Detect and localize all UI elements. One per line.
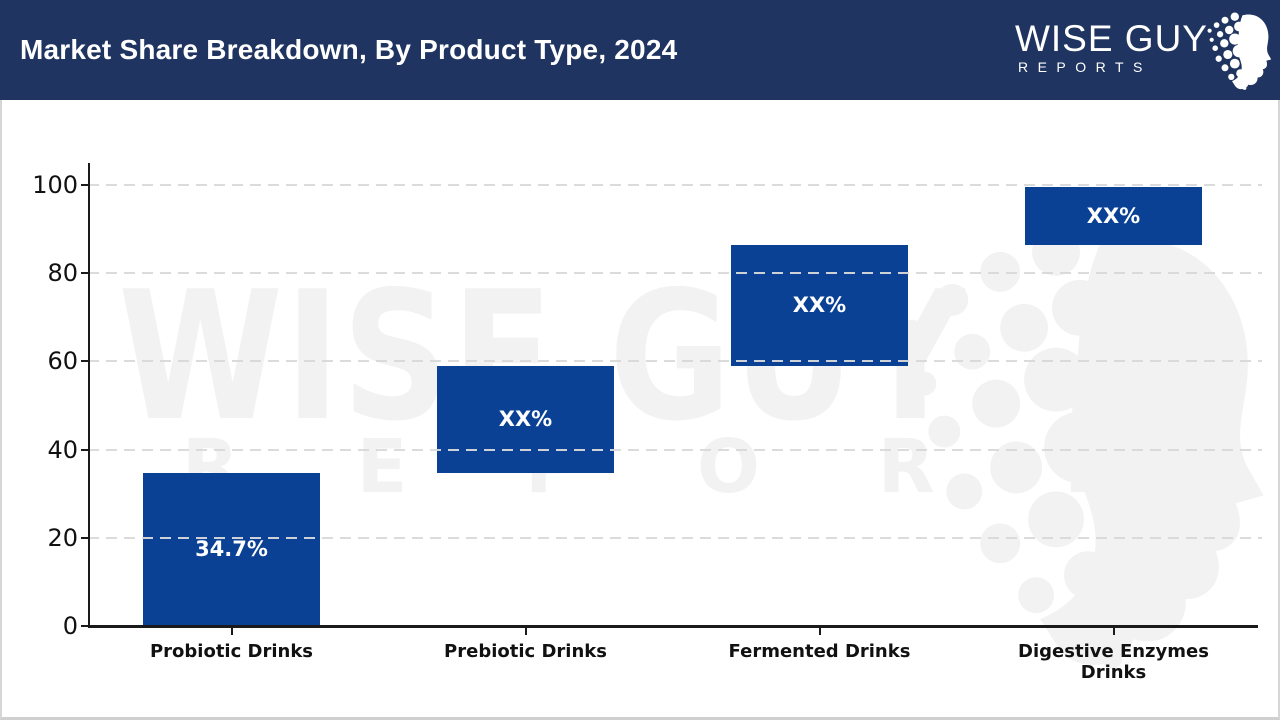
y-tick-mark — [81, 448, 88, 451]
y-tick-mark — [81, 536, 88, 539]
y-tick-label: 20 — [47, 523, 78, 552]
y-tick-mark — [81, 625, 88, 627]
x-tick-mark — [524, 628, 527, 635]
bar-probiotic-drinks: 34.7% — [143, 472, 320, 626]
x-tick-mark — [818, 628, 821, 635]
gridline-y80 — [88, 272, 1262, 275]
y-tick-label: 100 — [32, 171, 78, 199]
header-bar: Market Share Breakdown, By Product Type,… — [0, 0, 1280, 100]
y-tick-mark — [81, 272, 88, 275]
x-category-label: Probiotic Drinks — [149, 641, 314, 662]
y-axis-line — [88, 163, 90, 628]
brand-logo-text: WISE GUY — [1014, 18, 1208, 59]
brand-logo-subtext: REPORTS — [1017, 59, 1152, 75]
gridline-y40 — [88, 448, 1262, 451]
bar-fermented-drinks: XX% — [731, 244, 908, 366]
y-tick-label: 40 — [47, 435, 78, 464]
bar-value-label: XX% — [498, 407, 553, 432]
gridline-y100 — [88, 184, 1262, 186]
y-tick-mark — [81, 360, 88, 363]
x-category-label: Digestive Enzymes Drinks — [1018, 641, 1209, 684]
y-tick-mark — [81, 184, 88, 186]
plot-area: 0 20 40 60 80 100 34.7% Probiotic Drinks XX% Preb… — [2, 100, 1280, 717]
x-tick-mark — [1112, 628, 1115, 635]
x-category-label: Fermented Drinks — [728, 641, 911, 662]
page-title: Market Share Breakdown, By Product Type,… — [20, 34, 678, 65]
dotted-face-icon — [1207, 12, 1272, 90]
x-axis-line — [88, 625, 1258, 628]
gridline-y60 — [88, 360, 1262, 363]
bar-digestive-enzymes-drinks: XX% — [1025, 187, 1202, 245]
x-tick-mark — [230, 628, 233, 635]
chart-canvas: WISE GUY R E P O R T S 02040608010034.7%… — [0, 100, 1280, 720]
y-tick-label: 60 — [47, 347, 78, 376]
gridline-y20 — [88, 536, 1262, 539]
y-tick-label: 80 — [47, 259, 78, 288]
bar-prebiotic-drinks: XX% — [437, 365, 614, 473]
bar-value-label: 34.7% — [195, 537, 268, 562]
y-tick-label: 0 — [62, 612, 78, 640]
x-category-label: Prebiotic Drinks — [444, 641, 607, 662]
bar-value-label: XX% — [1086, 203, 1141, 228]
bar-value-label: XX% — [792, 293, 847, 318]
brand-logo: WISE GUY REPORTS — [1015, 20, 1208, 74]
